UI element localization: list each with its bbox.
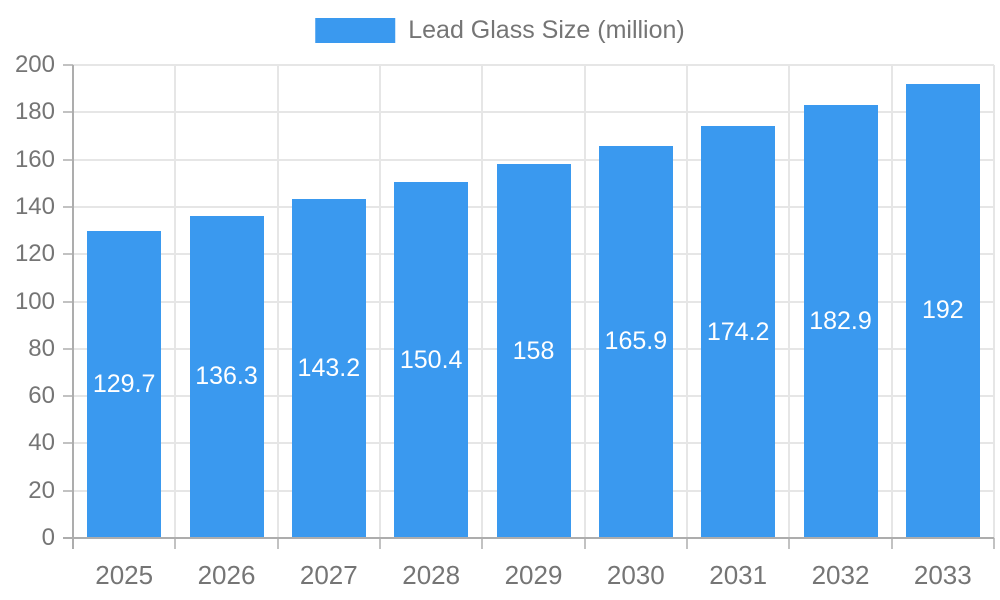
x-tick-mark — [276, 538, 279, 549]
x-tick-mark — [788, 538, 791, 549]
y-axis-line — [72, 65, 74, 549]
x-gridline — [174, 65, 177, 538]
bar: 129.7 — [87, 231, 162, 538]
legend-label: Lead Glass Size (million) — [408, 16, 685, 44]
x-tick-mark — [379, 538, 381, 549]
legend-swatch — [315, 18, 396, 43]
y-axis-tick-label: 20 — [28, 476, 55, 504]
bar-value-label: 143.2 — [297, 354, 361, 383]
bar: 165.9 — [598, 145, 673, 538]
x-gridline — [276, 65, 279, 538]
y-tick-mark — [63, 395, 73, 398]
y-tick-mark — [63, 205, 73, 208]
bar: 192 — [905, 83, 980, 538]
chart-legend[interactable]: Lead Glass Size (million) — [315, 16, 685, 45]
bar: 174.2 — [701, 126, 776, 538]
bar: 143.2 — [291, 199, 366, 538]
x-gridline — [993, 65, 995, 538]
x-axis-tick-label: 2025 — [95, 560, 154, 590]
x-tick-mark — [481, 538, 484, 549]
y-tick-mark — [63, 158, 73, 161]
x-gridline — [890, 65, 893, 538]
x-gridline — [583, 65, 586, 538]
x-gridline — [788, 65, 791, 538]
y-axis-tick-label: 200 — [14, 51, 55, 78]
y-axis-tick-label: 120 — [14, 240, 55, 268]
y-tick-mark — [63, 64, 73, 66]
x-tick-mark — [890, 538, 893, 549]
bar: 158 — [496, 164, 571, 538]
y-gridline — [73, 111, 994, 114]
x-gridline — [379, 65, 381, 538]
x-axis-tick-label: 2027 — [299, 560, 358, 590]
x-axis-tick-label: 2029 — [504, 560, 563, 590]
bar-value-label: 165.9 — [604, 327, 668, 356]
y-axis-tick-label: 180 — [14, 98, 55, 126]
y-axis-tick-label: 160 — [14, 145, 55, 173]
y-tick-mark — [63, 300, 73, 303]
bar-value-label: 129.7 — [92, 370, 156, 399]
x-gridline — [686, 65, 688, 538]
bar-value-label: 158 — [512, 336, 555, 365]
bar: 150.4 — [394, 182, 469, 538]
bar-value-label: 136.3 — [195, 362, 258, 391]
x-axis-line — [63, 537, 994, 539]
y-axis-tick-label: 80 — [28, 334, 55, 362]
y-gridline — [73, 64, 994, 66]
bar-value-label: 182.9 — [809, 307, 872, 336]
bar: 182.9 — [803, 105, 878, 538]
bar-value-label: 192 — [921, 296, 964, 325]
y-tick-mark — [63, 489, 73, 492]
x-tick-mark — [686, 538, 688, 549]
y-tick-mark — [63, 253, 73, 256]
y-gridline — [73, 158, 994, 161]
x-tick-mark — [993, 538, 995, 549]
x-axis-tick-label: 2033 — [913, 560, 972, 590]
x-axis-tick-label: 2032 — [811, 560, 870, 590]
bar-value-label: 174.2 — [706, 317, 770, 346]
y-tick-mark — [63, 347, 73, 350]
x-axis-tick-label: 2031 — [709, 560, 768, 590]
bar: 136.3 — [189, 215, 264, 538]
y-axis-tick-label: 140 — [14, 192, 55, 220]
x-axis-tick-label: 2028 — [402, 560, 461, 590]
y-tick-mark — [63, 111, 73, 114]
y-axis-tick-label: 60 — [28, 382, 55, 410]
x-tick-mark — [174, 538, 177, 549]
x-axis-tick-label: 2026 — [197, 560, 256, 590]
x-tick-mark — [583, 538, 586, 549]
x-axis-tick-label: 2030 — [606, 560, 665, 590]
bar-value-label: 150.4 — [399, 345, 463, 374]
y-tick-mark — [63, 442, 73, 445]
y-axis-tick-label: 40 — [28, 429, 55, 457]
x-gridline — [481, 65, 484, 538]
y-axis-tick-label: 0 — [41, 524, 55, 551]
y-axis-tick-label: 100 — [14, 287, 55, 315]
